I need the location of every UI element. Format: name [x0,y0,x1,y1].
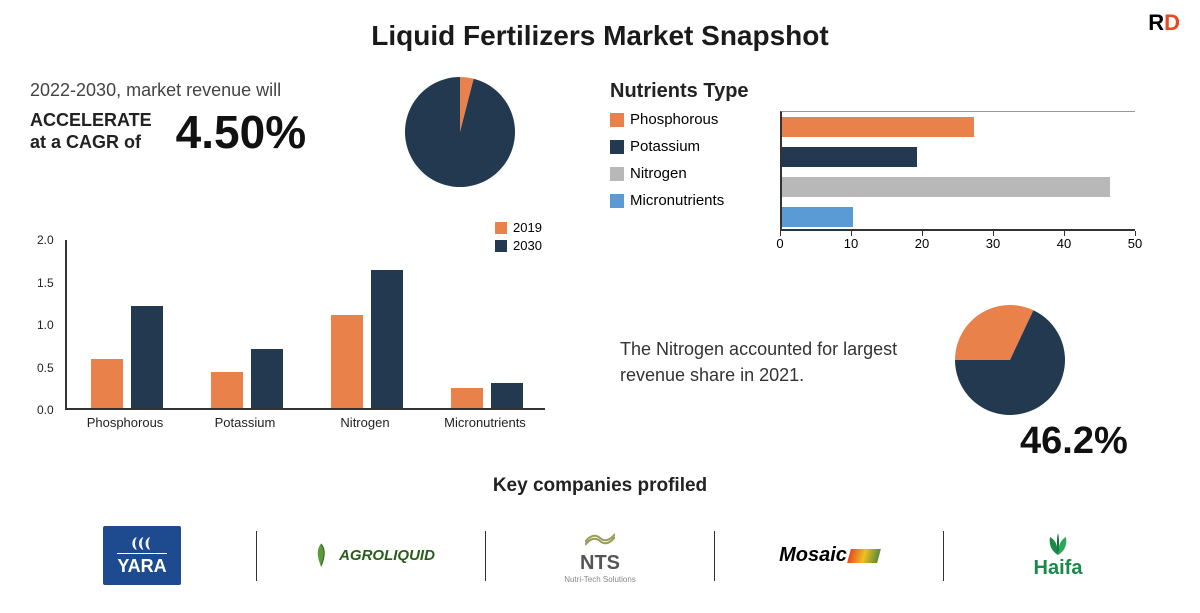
legend-swatch [610,140,624,154]
agroliquid-name: AGROLIQUID [339,547,435,564]
nutrient-legend-item: Potassium [610,138,770,155]
nts-name: NTS [564,552,636,575]
nutrients-hbar-plot [780,111,1135,231]
legend-swatch [495,222,507,234]
bar [251,349,283,409]
snapshot-container: RD Liquid Fertilizers Market Snapshot 20… [0,0,1200,613]
mosaic-swoosh-icon [847,549,881,563]
hbar [782,207,853,227]
nutrient-label: Potassium [630,138,700,155]
pie-chart-cagr [400,72,520,197]
companies-title: Key companies profiled [0,475,1200,497]
company-nts: NTS Nutri-Tech Solutions [510,521,690,591]
hbar-xtick-label: 10 [844,236,858,251]
hbar-xtick-label: 30 [986,236,1000,251]
pie1-svg [400,72,520,192]
nutrient-legend-item: Phosphorous [610,111,770,128]
nutrient-label: Nitrogen [630,165,687,182]
hbar [782,147,917,167]
haifa-name: Haifa [1034,557,1083,580]
bar [211,372,243,408]
nutrients-hbar-chart: 01020304050 [780,111,1150,261]
hbar-xtick-label: 20 [915,236,929,251]
y-tick-label: 0.0 [37,403,54,417]
hbar [782,177,1110,197]
legend-swatch [610,113,624,127]
nutrient-legend-item: Micronutrients [610,192,770,209]
mosaic-name: Mosaic [779,544,847,566]
page-title: Liquid Fertilizers Market Snapshot [0,0,1200,52]
company-mosaic: Mosaic [739,521,919,591]
cagr-label-2: at a CAGR of [30,132,152,154]
nutrient-legend-item: Nitrogen [610,165,770,182]
cagr-label-1: ACCELERATE [30,110,152,132]
pie2-svg [950,300,1070,420]
leaf-icon [307,542,335,570]
bar [371,270,403,408]
grouped-bar-chart: 0.00.51.01.52.0 Phosphorous Potassium Nitr… [30,240,560,450]
logo-d: D [1164,10,1180,35]
cagr-text: 2022-2030, market revenue will ACCELERAT… [30,80,306,159]
legend-swatch [610,194,624,208]
hbar-xtick-label: 0 [776,236,783,251]
nutrients-title: Nutrients Type [610,80,1180,103]
nutrients-legend: Phosphorous Potassium Nitrogen Micronutrien… [610,111,770,261]
hbar [782,117,974,137]
y-tick-label: 0.5 [37,361,54,375]
companies-row: ⦅⦅⦅ YARA AGROLIQUID NTS Nutri-Tech Solut… [40,518,1160,593]
wave-icon [585,528,615,546]
y-tick-label: 1.5 [37,276,54,290]
pie-chart-nitrogen [950,300,1070,425]
nts-sub: Nutri-Tech Solutions [564,575,636,584]
x-category-label: Micronutrients [430,415,540,430]
company-haifa: Haifa [968,521,1148,591]
y-tick-label: 2.0 [37,233,54,247]
yara-boat-icon: ⦅⦅⦅ [117,534,166,551]
legend-item: 2019 [495,220,542,235]
grouped-bar-plot-area: 0.00.51.01.52.0 [65,240,545,410]
nitrogen-percent: 46.2% [1020,420,1128,463]
hbar-xtick-label: 50 [1128,236,1142,251]
company-divider [943,531,944,581]
x-category-label: Nitrogen [310,415,420,430]
bar-group [442,383,532,409]
cagr-subtitle: 2022-2030, market revenue will [30,80,306,101]
company-yara: ⦅⦅⦅ YARA [52,521,232,591]
bar [451,388,483,408]
bar [491,383,523,409]
bar-group [82,306,172,408]
x-category-label: Phosphorous [70,415,180,430]
legend-label: 2019 [513,220,542,235]
cagr-value: 4.50% [176,105,306,159]
nutrient-label: Phosphorous [630,111,718,128]
brand-logo: RD [1148,10,1180,36]
hbar-xtick-label: 40 [1057,236,1071,251]
bar [91,359,123,408]
company-divider [714,531,715,581]
nitrogen-text: The Nitrogen accounted for largest reven… [620,337,920,387]
logo-r: R [1148,10,1164,35]
bar-group [202,349,292,409]
company-divider [485,531,486,581]
nitrogen-callout: The Nitrogen accounted for largest reven… [620,300,1180,425]
yara-logo: ⦅⦅⦅ YARA [103,526,180,585]
bar-group [322,270,412,408]
legend-swatch [610,167,624,181]
x-category-label: Potassium [190,415,300,430]
leaves-icon [1042,531,1074,557]
pie-slice [405,77,515,187]
bar [131,306,163,408]
nutrients-block: Phosphorous Potassium Nitrogen Micronutrien… [610,111,1180,261]
nutrients-section: Nutrients Type Phosphorous Potassium Nitro… [610,80,1180,261]
bar [331,315,363,409]
yara-name: YARA [117,553,166,577]
y-tick-label: 1.0 [37,318,54,332]
company-divider [256,531,257,581]
company-agroliquid: AGROLIQUID [281,521,461,591]
nutrient-label: Micronutrients [630,192,724,209]
